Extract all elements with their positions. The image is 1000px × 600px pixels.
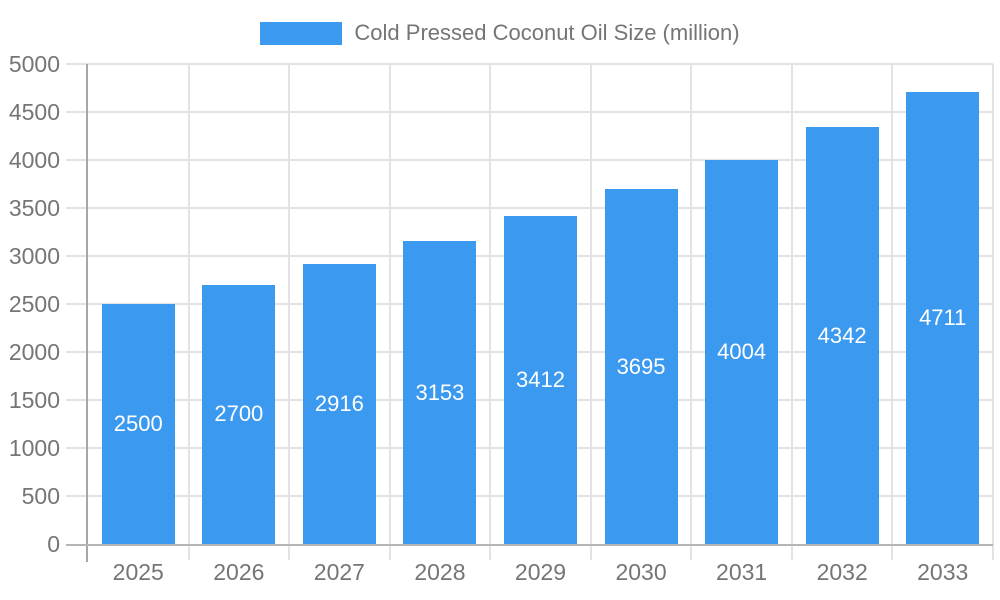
v-gridline [891, 64, 894, 560]
x-axis-label: 2026 [213, 559, 265, 585]
bar-value-label: 4004 [717, 338, 767, 364]
y-axis-label: 4500 [8, 99, 60, 125]
v-gridline [187, 64, 190, 560]
x-axis-label: 2025 [112, 559, 164, 585]
bar[interactable]: 3153 [403, 241, 477, 544]
x-axis-label: 2028 [414, 559, 466, 585]
bar-value-label: 4342 [817, 322, 867, 348]
x-axis-label: 2030 [615, 559, 667, 585]
plot-area: 0 500 1000 1500 2000 2500 3000 3500 4000 4500 5000… [9, 51, 994, 585]
bar[interactable]: 3412 [504, 216, 577, 544]
v-gridline [992, 64, 994, 560]
y-axis-label: 1500 [8, 387, 60, 413]
bar[interactable]: 3695 [604, 189, 678, 544]
v-gridline [388, 64, 391, 560]
x-axis-label: 2033 [917, 559, 969, 585]
y-axis-label: 2500 [8, 291, 60, 317]
bar[interactable]: 2500 [101, 304, 175, 544]
x-axis-label: 2029 [514, 559, 567, 585]
legend[interactable]: Cold Pressed Coconut Oil Size (million) [0, 20, 1000, 46]
bar-value-label: 3153 [415, 379, 465, 405]
h-gridline [66, 111, 993, 113]
y-axis-label: 1000 [8, 435, 60, 461]
y-axis-label: 2000 [8, 339, 60, 365]
y-axis-label: 0 [47, 531, 60, 557]
y-axis-label: 3000 [8, 243, 60, 269]
bar[interactable]: 4711 [906, 91, 980, 544]
v-gridline [288, 64, 291, 560]
y-axis-label: 500 [21, 483, 60, 509]
y-axis-line [86, 64, 88, 562]
bar-value-label: 2916 [314, 391, 364, 417]
v-gridline [589, 64, 592, 560]
y-axis-label: 4000 [8, 147, 60, 173]
h-gridline [66, 207, 993, 209]
bar[interactable]: 2700 [202, 284, 276, 544]
bar-value-label: 3695 [616, 353, 666, 379]
x-axis-label: 2027 [313, 559, 365, 585]
bar-value-label: 2500 [113, 411, 163, 436]
x-axis-label: 2031 [716, 559, 768, 585]
bar[interactable]: 4004 [705, 159, 779, 544]
v-gridline [690, 64, 693, 560]
v-gridline [489, 64, 492, 560]
v-gridline [790, 64, 793, 560]
legend-label: Cold Pressed Coconut Oil Size (million) [354, 20, 740, 45]
bar[interactable]: 4342 [805, 127, 879, 544]
legend-swatch [260, 21, 343, 45]
x-axis-line [66, 544, 993, 546]
h-gridline [66, 63, 993, 65]
y-axis-label: 3500 [8, 195, 60, 221]
bar-value-label: 2700 [214, 401, 264, 427]
x-axis-label: 2032 [816, 559, 868, 585]
y-axis-label: 5000 [8, 51, 60, 77]
h-gridline [66, 159, 993, 161]
bar-value-label: 3412 [516, 367, 565, 393]
bar-value-label: 4711 [919, 304, 967, 330]
bar[interactable]: 2916 [302, 264, 376, 544]
